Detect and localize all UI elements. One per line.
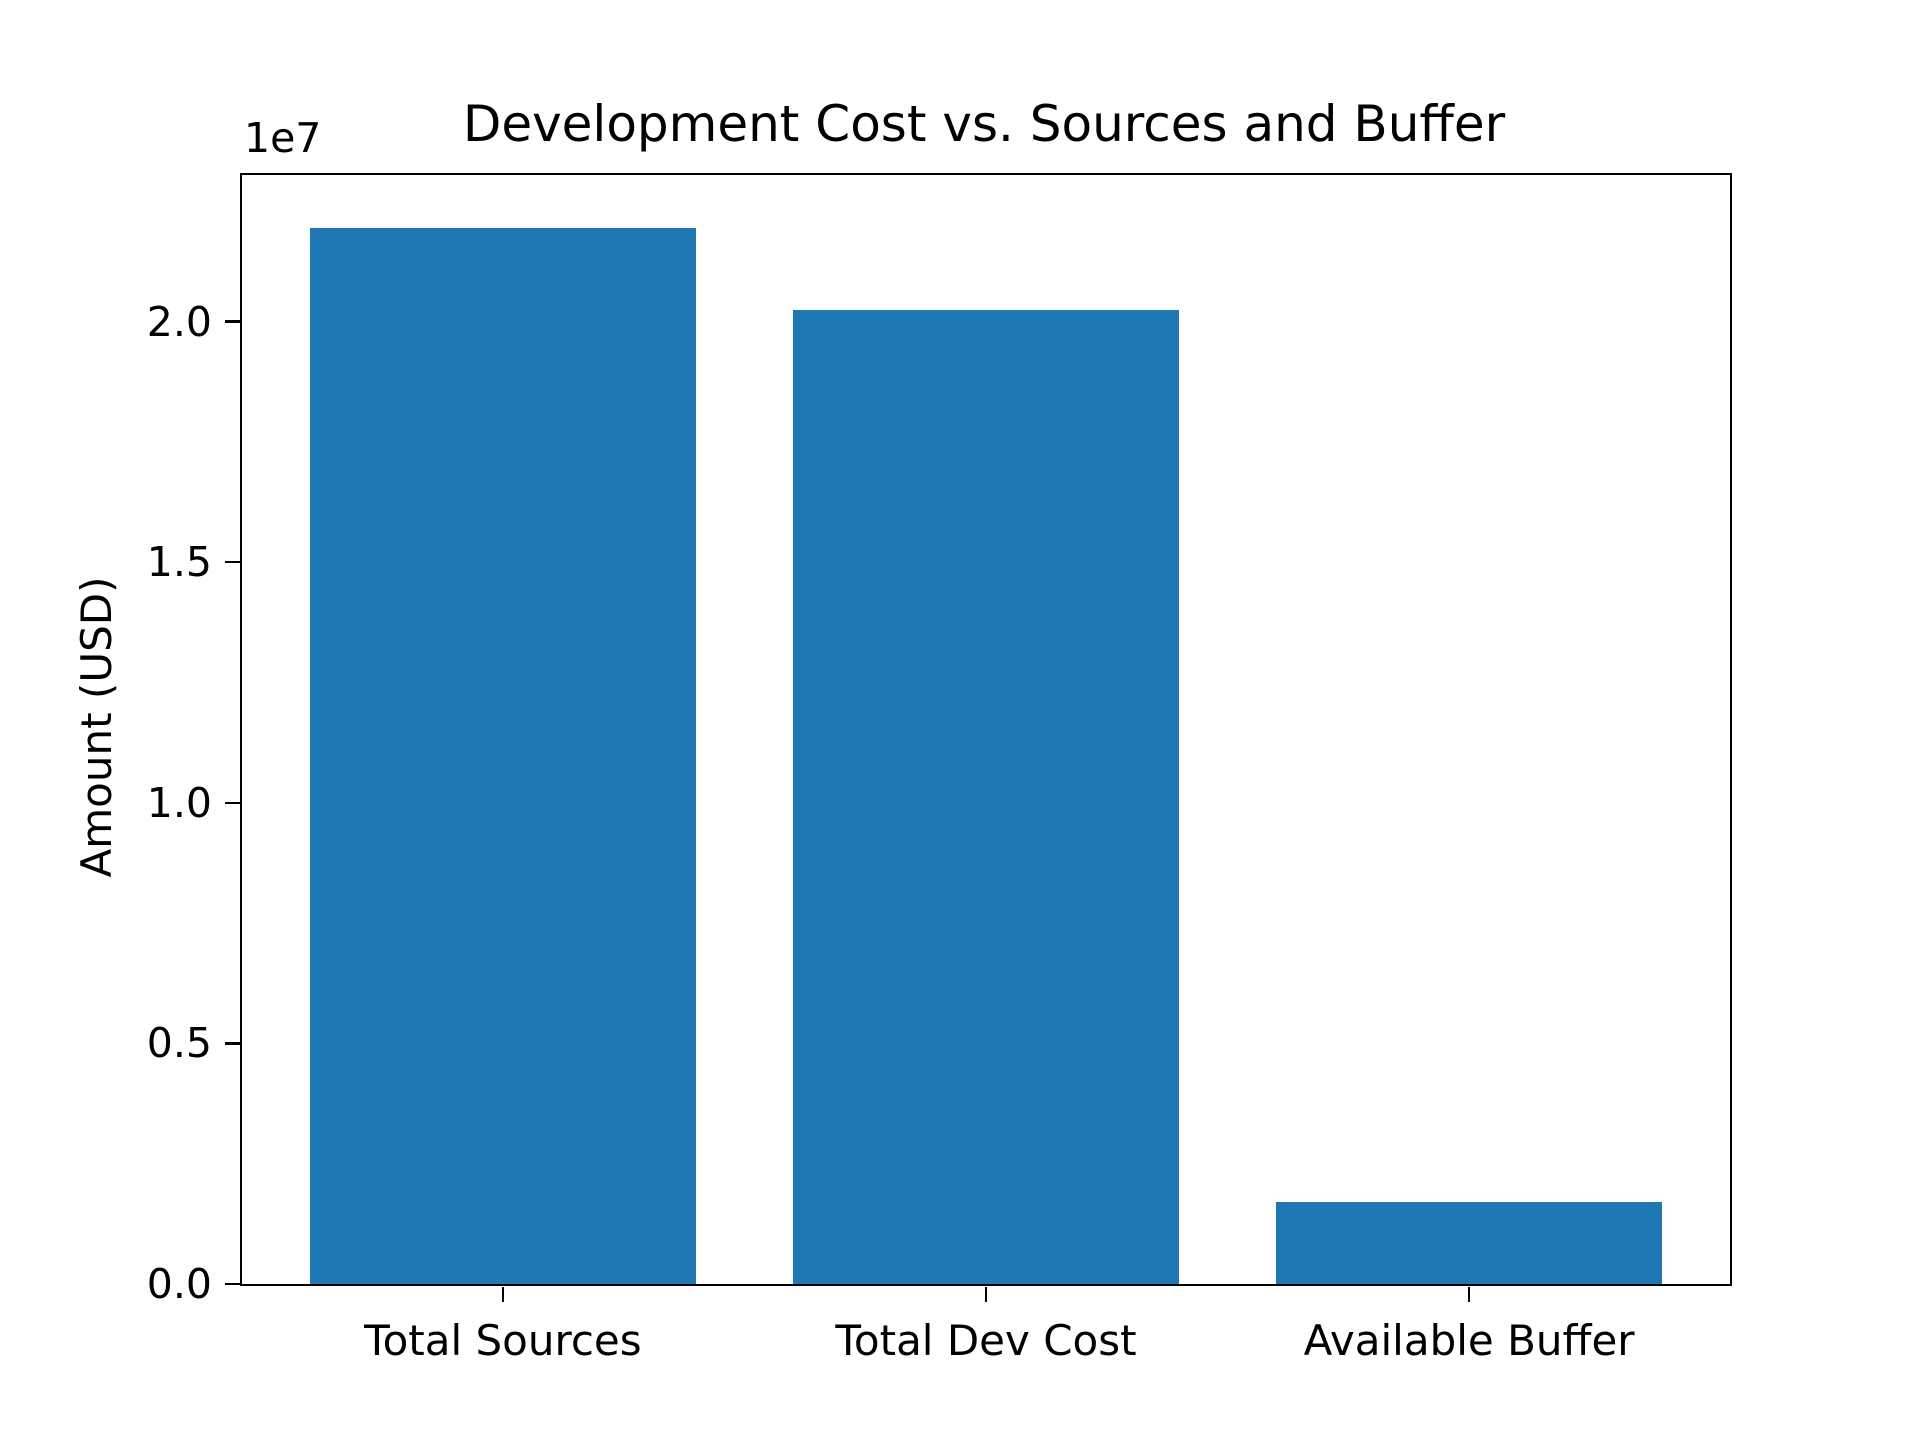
x-tick-label-total-sources: Total Sources xyxy=(364,1316,642,1365)
y-axis-label: Amount (USD) xyxy=(72,576,121,878)
bar-available-buffer xyxy=(1275,1202,1663,1284)
y-tick-1.0 xyxy=(224,801,240,805)
y-tick-0.0 xyxy=(224,1282,240,1286)
plot-area: 0.0 0.5 1.0 1.5 2.0 Total Sources Total Dev Co… xyxy=(147,173,1732,1365)
y-tick-2.0 xyxy=(224,320,240,323)
bar-total-dev-cost xyxy=(792,309,1180,1284)
x-tick-label-total-dev-cost: Total Dev Cost xyxy=(835,1316,1137,1365)
y-tick-label-0.0: 0.0 xyxy=(146,1260,212,1308)
y-tick-label-0.5: 0.5 xyxy=(146,1019,212,1068)
y-tick-1.5 xyxy=(224,560,240,564)
x-tick-label-available-buffer: Available Buffer xyxy=(1303,1316,1635,1365)
y-axis-offset-label: 1e7 xyxy=(244,114,322,162)
x-tick-total-sources xyxy=(501,1286,505,1302)
x-tick-available-buffer xyxy=(1467,1286,1471,1302)
bar-total-sources xyxy=(309,227,697,1284)
y-tick-0.5 xyxy=(224,1042,240,1045)
y-tick-label-2.0: 2.0 xyxy=(146,297,212,346)
x-tick-total-dev-cost xyxy=(984,1286,988,1302)
y-tick-label-1.5: 1.5 xyxy=(146,538,212,587)
y-tick-label-1.0: 1.0 xyxy=(146,778,212,827)
chart-title: Development Cost vs. Sources and Buffer xyxy=(462,95,1506,153)
